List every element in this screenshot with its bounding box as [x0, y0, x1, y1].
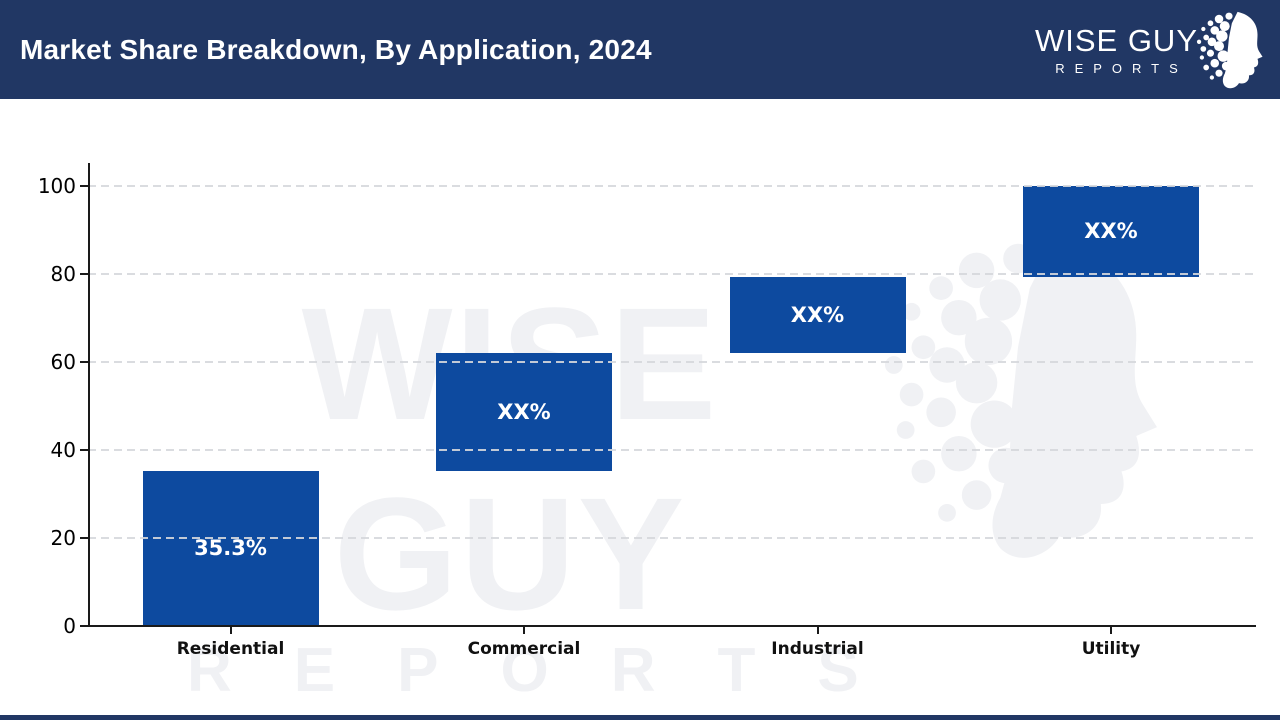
logo-text: WISE GUY REPORTS [1035, 23, 1198, 76]
x-tick-commercial [523, 627, 525, 634]
logo-subtext: REPORTS [1055, 61, 1188, 76]
watermark: WISE GUY REPORTS [0, 99, 1280, 715]
bar-industrial: XX% [729, 276, 906, 353]
category-label-commercial: Commercial [467, 639, 581, 659]
y-tick-80 [80, 273, 88, 275]
bar-commercial: XX% [436, 352, 612, 471]
bar-value-label: XX% [497, 399, 551, 424]
bar-value-label: XX% [1084, 219, 1138, 244]
y-axis [88, 163, 90, 627]
y-tick-60 [80, 361, 88, 363]
x-tick-industrial [816, 627, 819, 634]
x-tick-utility [1110, 627, 1112, 634]
y-tick-label-80: 80 [50, 262, 76, 286]
gridline-20 [88, 537, 1256, 539]
brand-logo: WISE GUY REPORTS [1035, 9, 1280, 91]
watermark-text: WISE GUY REPORTS [125, 269, 895, 706]
watermark-subtext: REPORTS [187, 636, 921, 705]
y-tick-label-60: 60 [50, 350, 76, 374]
y-tick-label-40: 40 [50, 438, 76, 462]
x-axis [88, 625, 1256, 627]
category-label-industrial: Industrial [771, 639, 864, 659]
bar-residential: 35.3% [142, 470, 319, 626]
bar-utility: XX% [1023, 186, 1199, 277]
y-tick-label-20: 20 [50, 526, 76, 550]
category-label-utility: Utility [1081, 639, 1141, 659]
logo-wordmark: WISE GUY [1034, 23, 1198, 58]
bar-value-label: XX% [790, 302, 845, 327]
category-label-residential: Residential [176, 639, 285, 659]
y-tick-20 [80, 537, 88, 539]
gridline-80 [88, 273, 1256, 275]
footer-bar [0, 715, 1280, 720]
y-tick-label-0: 0 [63, 614, 76, 638]
gridline-100 [88, 185, 1256, 187]
y-tick-label-100: 100 [37, 174, 76, 198]
watermark-head-icon [884, 240, 1157, 558]
gridline-40 [88, 449, 1256, 451]
y-tick-40 [80, 449, 88, 451]
y-tick-0 [80, 625, 88, 627]
gridline-60 [88, 361, 1256, 363]
x-tick-residential [229, 627, 232, 634]
page-title: Market Share Breakdown, By Application, … [20, 33, 652, 65]
header-bar: Market Share Breakdown, By Application, … [0, 0, 1280, 99]
head-profile-logo-icon [1196, 11, 1263, 88]
bar-value-label: 35.3% [194, 536, 267, 561]
y-tick-100 [80, 185, 88, 187]
